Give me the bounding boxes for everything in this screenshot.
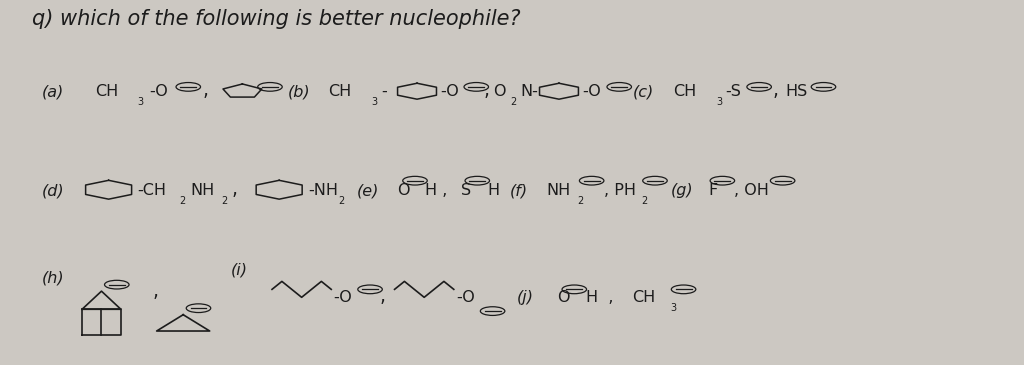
Text: -: - [381, 84, 387, 99]
Text: NH: NH [547, 183, 571, 198]
Text: -O: -O [333, 290, 352, 305]
Text: , PH: , PH [604, 183, 636, 198]
Text: H: H [487, 183, 500, 198]
Text: (b): (b) [288, 84, 310, 99]
Text: (d): (d) [42, 183, 65, 198]
Text: ,: , [231, 180, 238, 199]
Text: -O: -O [583, 84, 601, 99]
Text: O: O [397, 183, 411, 198]
Text: ,: , [483, 81, 489, 100]
Text: F: F [708, 183, 718, 198]
Text: (e): (e) [356, 183, 379, 198]
Text: 3: 3 [716, 97, 722, 107]
Text: 2: 2 [510, 97, 516, 107]
Text: S: S [461, 183, 471, 198]
Text: ,: , [153, 282, 159, 301]
Text: (c): (c) [633, 84, 653, 99]
Text: H ,: H , [425, 183, 447, 198]
Text: ,: , [203, 81, 209, 100]
Text: -O: -O [150, 84, 168, 99]
Text: , OH: , OH [733, 183, 768, 198]
Text: CH: CH [674, 84, 696, 99]
Text: -NH: -NH [308, 183, 338, 198]
Text: -O: -O [440, 84, 460, 99]
Text: (i): (i) [231, 263, 248, 278]
Text: 2: 2 [338, 196, 345, 206]
Text: CH: CH [633, 290, 655, 305]
Text: 2: 2 [221, 196, 227, 206]
Text: (j): (j) [517, 290, 535, 305]
Text: ,: , [379, 287, 385, 306]
Text: q) which of the following is better nucleophile?: q) which of the following is better nucl… [32, 9, 520, 29]
Text: 3: 3 [371, 97, 377, 107]
Text: O: O [557, 290, 569, 305]
Text: 2: 2 [578, 196, 584, 206]
Text: CH: CH [328, 84, 351, 99]
Text: HS: HS [785, 84, 808, 99]
Text: -O: -O [456, 290, 474, 305]
Text: (a): (a) [42, 84, 65, 99]
Text: -S: -S [725, 84, 741, 99]
Text: (f): (f) [510, 183, 528, 198]
Text: H  ,: H , [586, 290, 613, 305]
Text: (h): (h) [42, 270, 65, 285]
Text: CH: CH [95, 84, 119, 99]
Text: N-: N- [520, 84, 538, 99]
Text: -CH: -CH [137, 183, 166, 198]
Text: 2: 2 [642, 196, 648, 206]
Text: 3: 3 [671, 303, 677, 313]
Text: 2: 2 [179, 196, 185, 206]
Text: O: O [494, 84, 506, 99]
Text: ,: , [772, 81, 778, 100]
Text: NH: NH [190, 183, 215, 198]
Text: (g): (g) [671, 183, 693, 198]
Text: 3: 3 [137, 97, 143, 107]
